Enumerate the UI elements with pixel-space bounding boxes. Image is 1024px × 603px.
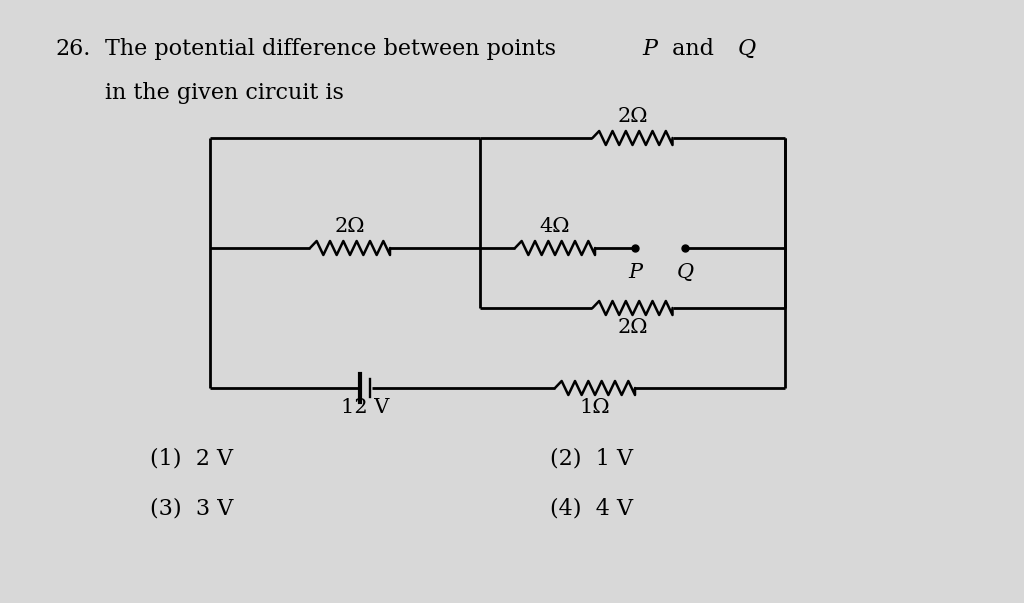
Text: (2)  1 V: (2) 1 V (550, 448, 633, 470)
Text: 2Ω: 2Ω (335, 217, 366, 236)
Text: 1Ω: 1Ω (580, 398, 610, 417)
Text: (4)  4 V: (4) 4 V (550, 498, 633, 520)
Text: P: P (628, 263, 642, 282)
Text: The potential difference between points: The potential difference between points (105, 38, 563, 60)
Text: and: and (665, 38, 721, 60)
Text: 2Ω: 2Ω (617, 107, 648, 126)
Text: P: P (642, 38, 657, 60)
Text: 26.: 26. (55, 38, 90, 60)
Text: 12 V: 12 V (341, 398, 389, 417)
Text: Q: Q (738, 38, 757, 60)
Text: in the given circuit is: in the given circuit is (105, 82, 344, 104)
Text: 2Ω: 2Ω (617, 318, 648, 337)
Text: (1)  2 V: (1) 2 V (150, 448, 233, 470)
Text: Q: Q (677, 263, 693, 282)
Text: (3)  3 V: (3) 3 V (150, 498, 233, 520)
Text: 4Ω: 4Ω (540, 217, 570, 236)
